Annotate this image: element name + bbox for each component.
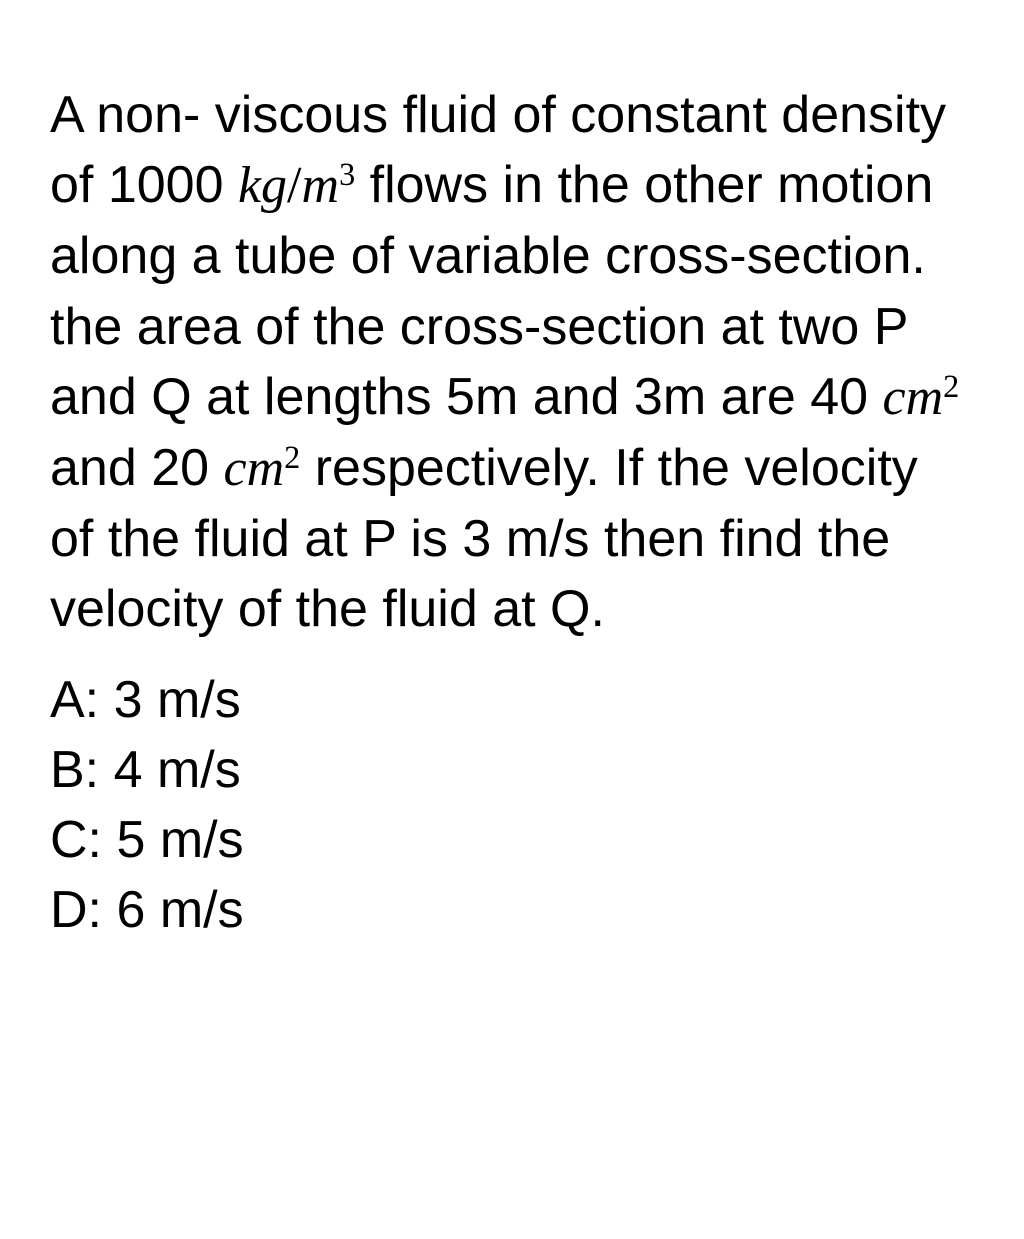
option-b: B: 4 m/s [50,735,974,805]
option-d-value: 6 m/s [116,881,243,939]
option-c-value: 5 m/s [116,811,243,869]
option-d-label: D: [50,881,102,939]
density-kg: kg [238,157,287,214]
option-a: A: 3 m/s [50,665,974,735]
question-text: A non- viscous fluid of constant density… [50,80,974,645]
option-c-label: C: [50,811,102,869]
question-and: and 20 [50,439,224,497]
option-b-label: B: [50,741,99,799]
density-slash: / [287,157,301,214]
density-exp: 3 [339,156,355,192]
option-a-value: 3 m/s [114,671,241,729]
option-b-value: 4 m/s [114,741,241,799]
density-m: m [302,157,340,214]
area1-cm: cm [883,369,944,426]
option-c: C: 5 m/s [50,805,974,875]
area1-exp: 2 [943,368,959,404]
page: A non- viscous fluid of constant density… [0,0,1024,1239]
area2-cm: cm [224,440,285,497]
options-list: A: 3 m/s B: 4 m/s C: 5 m/s D: 6 m/s [50,665,974,946]
option-d: D: 6 m/s [50,875,974,945]
area2-exp: 2 [284,439,300,475]
option-a-label: A: [50,671,99,729]
